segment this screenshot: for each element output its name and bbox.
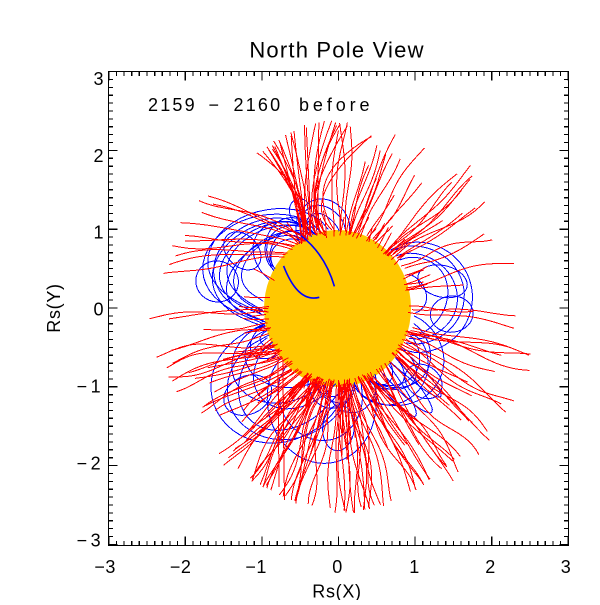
svg-text:before: before: [299, 95, 373, 115]
svg-text:−1: −1: [245, 557, 267, 577]
svg-text:−3: −3: [94, 557, 116, 577]
svg-text:North Pole View: North Pole View: [249, 38, 424, 63]
svg-text:3: 3: [561, 557, 572, 577]
svg-text:0: 0: [332, 557, 343, 577]
svg-text:2: 2: [485, 557, 496, 577]
svg-text:2: 2: [93, 146, 104, 166]
svg-text:−2: −2: [170, 557, 192, 577]
svg-text:Rs(Y): Rs(Y): [44, 283, 64, 333]
svg-text:Rs(X): Rs(X): [312, 582, 362, 601]
svg-text:−: −: [209, 95, 220, 115]
svg-text:0: 0: [93, 300, 104, 320]
svg-text:1: 1: [93, 223, 104, 243]
svg-text:3: 3: [93, 69, 104, 89]
svg-text:−1: −1: [77, 377, 104, 397]
svg-text:2159: 2159: [148, 95, 197, 115]
svg-text:1: 1: [409, 557, 420, 577]
svg-text:−3: −3: [77, 530, 104, 550]
svg-text:−2: −2: [77, 453, 104, 473]
svg-text:2160: 2160: [234, 95, 283, 115]
